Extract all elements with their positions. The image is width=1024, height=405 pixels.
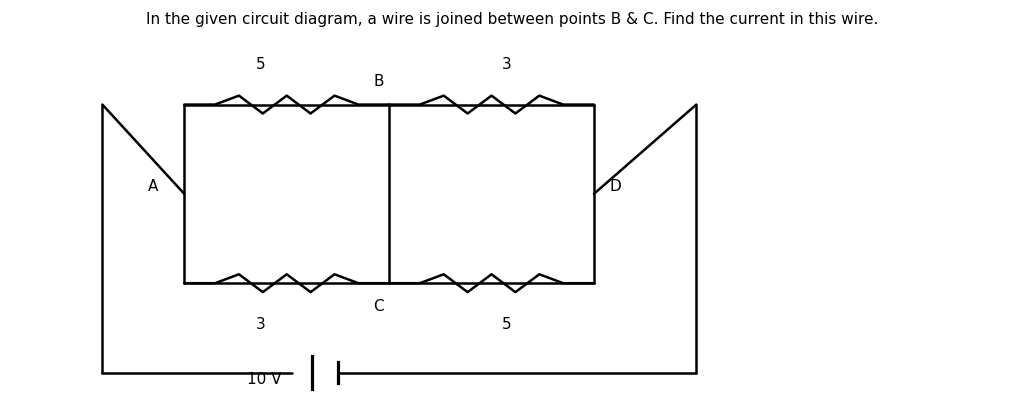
Text: 5: 5 — [256, 58, 266, 72]
Text: 10 V: 10 V — [247, 371, 282, 386]
Text: D: D — [609, 179, 621, 194]
Text: 3: 3 — [256, 317, 266, 331]
Text: 5: 5 — [502, 317, 512, 331]
Text: B: B — [374, 74, 384, 88]
Text: In the given circuit diagram, a wire is joined between points B & C. Find the cu: In the given circuit diagram, a wire is … — [145, 12, 879, 27]
Text: 3: 3 — [502, 58, 512, 72]
Text: A: A — [148, 179, 159, 194]
Text: C: C — [374, 298, 384, 313]
